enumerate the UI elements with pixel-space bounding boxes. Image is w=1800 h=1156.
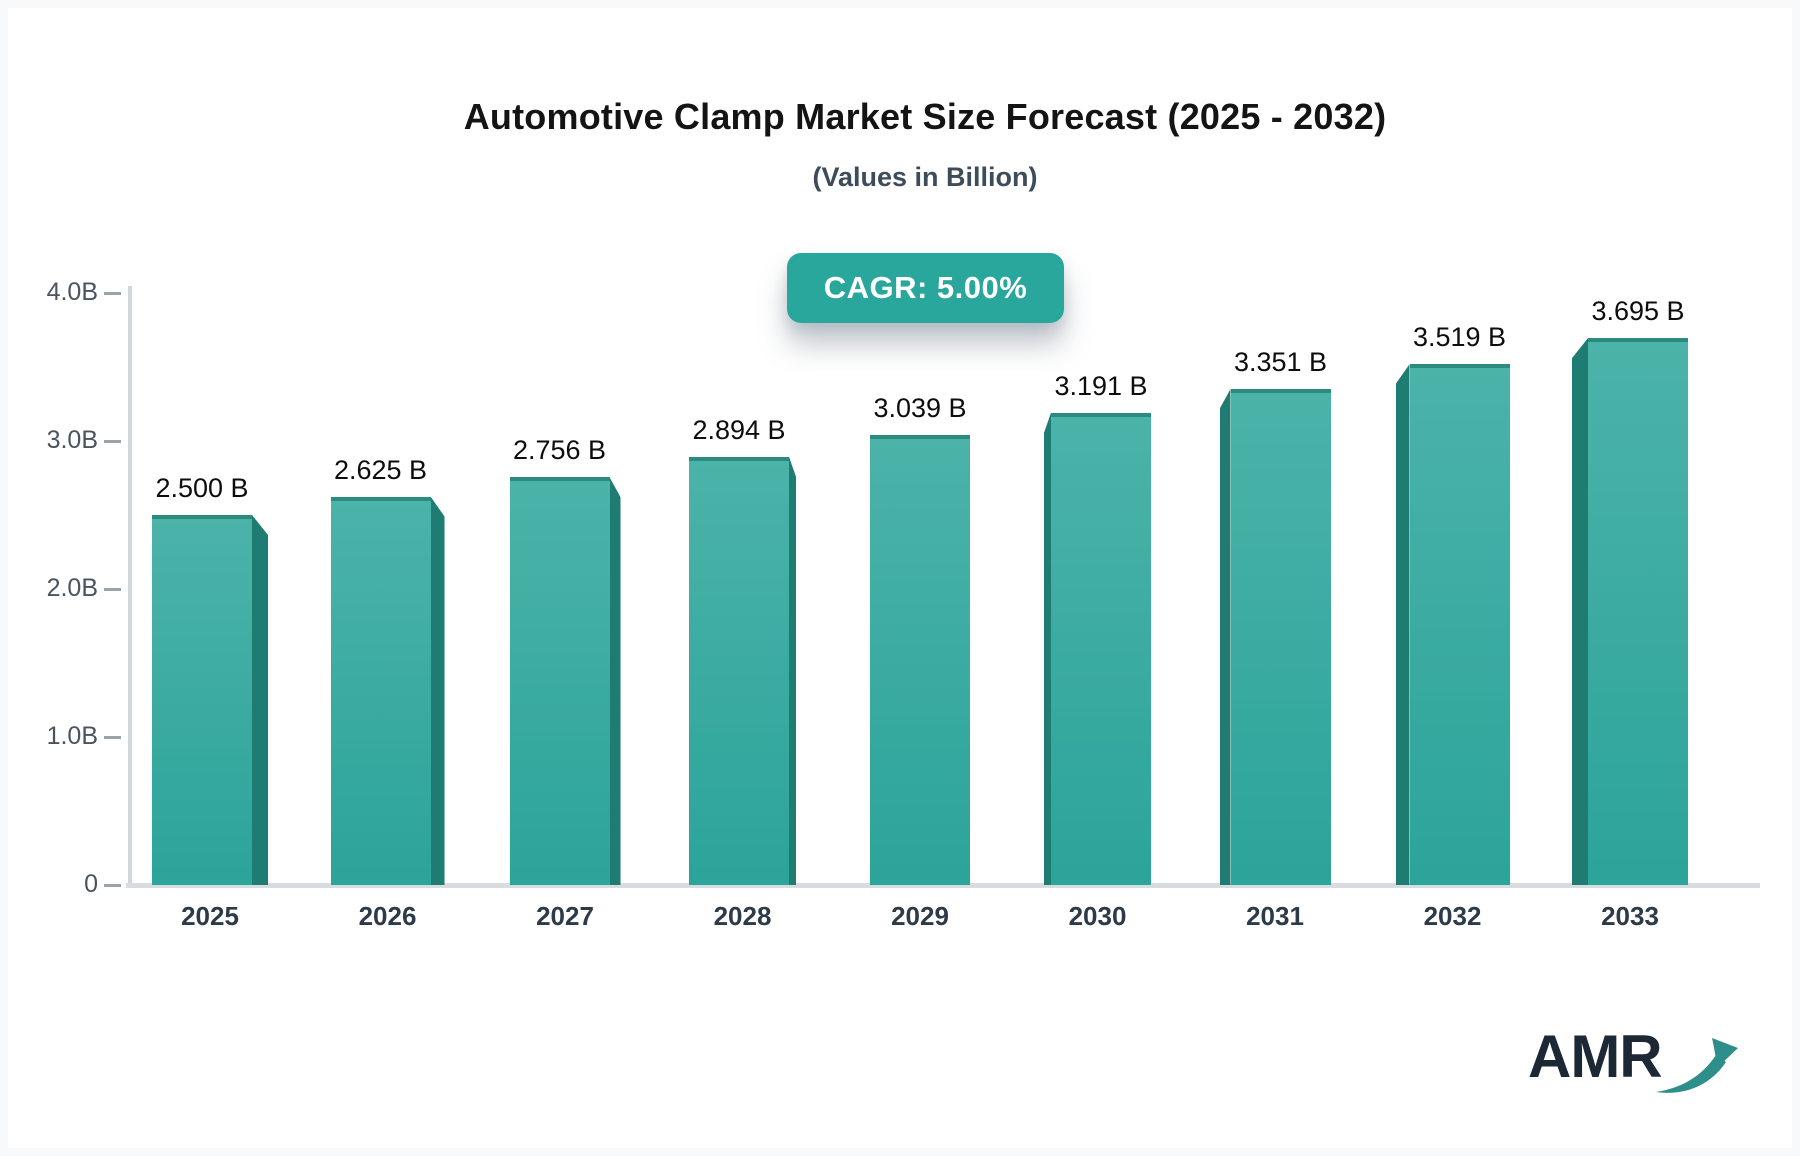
bar-top-edge	[1051, 412, 1151, 417]
x-axis-label-2026: 2026	[358, 901, 417, 931]
bar-face	[870, 435, 970, 885]
bar-value-label: 2.894 B	[692, 414, 786, 445]
bar-2029	[870, 435, 970, 885]
bar-face	[509, 477, 610, 885]
bar-3d-side	[609, 477, 621, 885]
bar-face	[689, 456, 789, 885]
cagr-badge: CAGR: 5.00%	[787, 253, 1064, 323]
bar-top-edge	[509, 477, 610, 482]
x-axis-label-2029: 2029	[891, 901, 949, 931]
x-axis-baseline	[126, 883, 1760, 888]
bar-top-edge	[870, 435, 970, 440]
bar-3d-side	[789, 456, 796, 885]
bar-face	[1230, 389, 1331, 885]
x-axis-label-2030: 2030	[1068, 901, 1127, 931]
amr-logo: AMR	[1528, 1022, 1740, 1098]
amr-logo-text: AMR	[1528, 1023, 1663, 1090]
y-tick-label: 4.0B	[46, 278, 98, 306]
bar-3d-side	[430, 496, 445, 885]
bar-value-label: 3.039 B	[873, 393, 967, 424]
y-tick-mark	[104, 587, 121, 591]
bar-2026	[330, 496, 445, 885]
y-tick-mark	[104, 291, 121, 295]
y-tick-mark	[104, 883, 121, 887]
x-axis-label-2031: 2031	[1246, 901, 1304, 931]
bar-2025	[152, 515, 268, 885]
bar-3d-side	[1044, 412, 1051, 885]
bar-face	[1409, 364, 1510, 885]
bar-value-label: 3.191 B	[1054, 370, 1148, 401]
bar-value-label: 3.695 B	[1591, 296, 1685, 327]
bar-face	[330, 496, 431, 885]
bar-3d-side	[1572, 338, 1588, 885]
y-tick-mark	[104, 735, 121, 739]
bar-3d-side	[1395, 364, 1410, 885]
bar-value-label: 2.625 B	[333, 454, 428, 485]
chart-subtitle: (Values in Billion)	[812, 162, 1038, 192]
y-tick-label: 2.0B	[46, 574, 98, 602]
bar-value-label: 2.756 B	[512, 435, 607, 466]
x-axis-label-2027: 2027	[536, 901, 594, 931]
y-tick-label: 1.0B	[46, 722, 98, 750]
chart-title: Automotive Clamp Market Size Forecast (2…	[463, 96, 1387, 137]
bar-top-edge	[330, 496, 431, 501]
bar-3d-side	[1219, 389, 1231, 885]
bar-top-edge	[689, 456, 789, 461]
bar-value-label: 3.519 B	[1412, 322, 1507, 353]
x-axis-label-2032: 2032	[1423, 901, 1482, 931]
bar-2032	[1395, 364, 1510, 885]
growth-arrow-icon	[1655, 1038, 1738, 1093]
bar-top-edge	[1409, 364, 1510, 369]
bar-top-edge	[1230, 389, 1331, 394]
bar-face	[152, 515, 252, 885]
x-axis-label-2025: 2025	[181, 901, 239, 931]
y-axis-line	[128, 286, 132, 885]
bar-value-label: 2.500 B	[155, 473, 249, 503]
bar-value-label: 3.351 B	[1233, 347, 1328, 378]
bar-2033	[1572, 338, 1688, 885]
bar-face	[1588, 338, 1688, 885]
y-tick-label: 0	[84, 870, 98, 898]
bar-3d-side	[252, 515, 268, 885]
bar-2031	[1219, 389, 1331, 885]
bar-2027	[509, 477, 621, 885]
y-tick-mark	[104, 439, 121, 443]
x-axis-label-2033: 2033	[1601, 901, 1659, 931]
bar-2030	[1044, 412, 1151, 885]
bar-face	[1051, 412, 1151, 885]
bar-top-edge	[1588, 338, 1688, 343]
cagr-badge-label: CAGR: 5.00%	[823, 270, 1028, 305]
bar-2028	[689, 456, 796, 885]
x-axis-label-2028: 2028	[713, 901, 772, 931]
bar-top-edge	[152, 515, 252, 519]
y-tick-label: 3.0B	[46, 426, 98, 454]
